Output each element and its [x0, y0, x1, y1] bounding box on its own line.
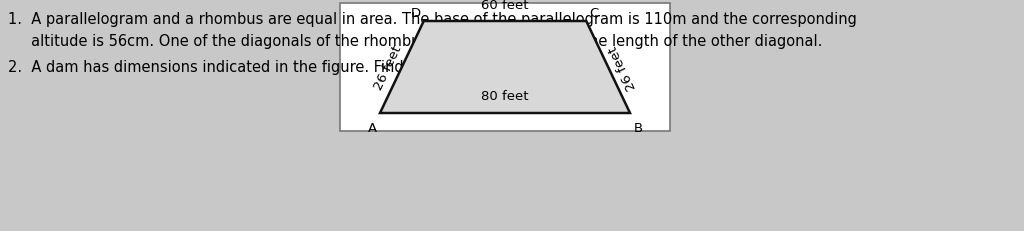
Text: 80 feet: 80 feet: [481, 89, 528, 102]
Text: B: B: [634, 122, 643, 134]
Text: altitude is 56cm. One of the diagonals of the rhombus is 280m. Determine the len: altitude is 56cm. One of the diagonals o…: [8, 34, 822, 49]
Text: 2.  A dam has dimensions indicated in the figure. Find the area of this trapeziu: 2. A dam has dimensions indicated in the…: [8, 60, 604, 75]
Text: 1.  A parallelogram and a rhombus are equal in area. The base of the parallelogr: 1. A parallelogram and a rhombus are equ…: [8, 12, 857, 27]
Polygon shape: [380, 22, 630, 113]
Text: 60 feet: 60 feet: [481, 0, 528, 12]
Text: 26 feet: 26 feet: [606, 43, 638, 92]
Bar: [340, 4, 670, 131]
Text: 26 feet: 26 feet: [372, 43, 404, 92]
Text: C: C: [590, 7, 599, 20]
Text: D: D: [411, 7, 421, 20]
Text: A: A: [368, 122, 377, 134]
